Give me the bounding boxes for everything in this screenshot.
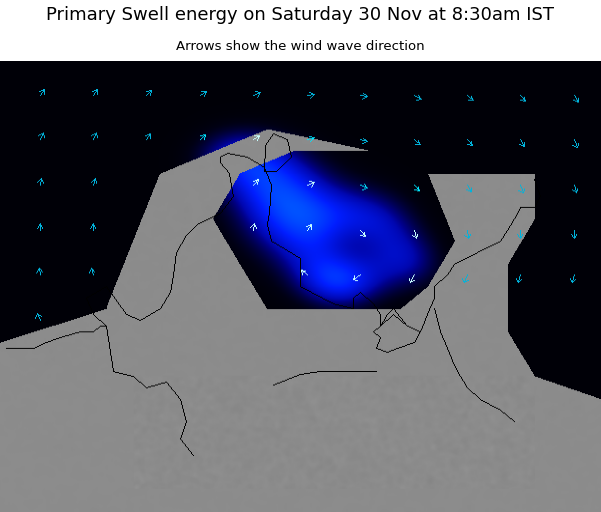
Text: Primary Swell energy on Saturday 30 Nov at 8:30am IST: Primary Swell energy on Saturday 30 Nov … [46, 6, 555, 25]
Text: Arrows show the wind wave direction: Arrows show the wind wave direction [176, 39, 425, 53]
